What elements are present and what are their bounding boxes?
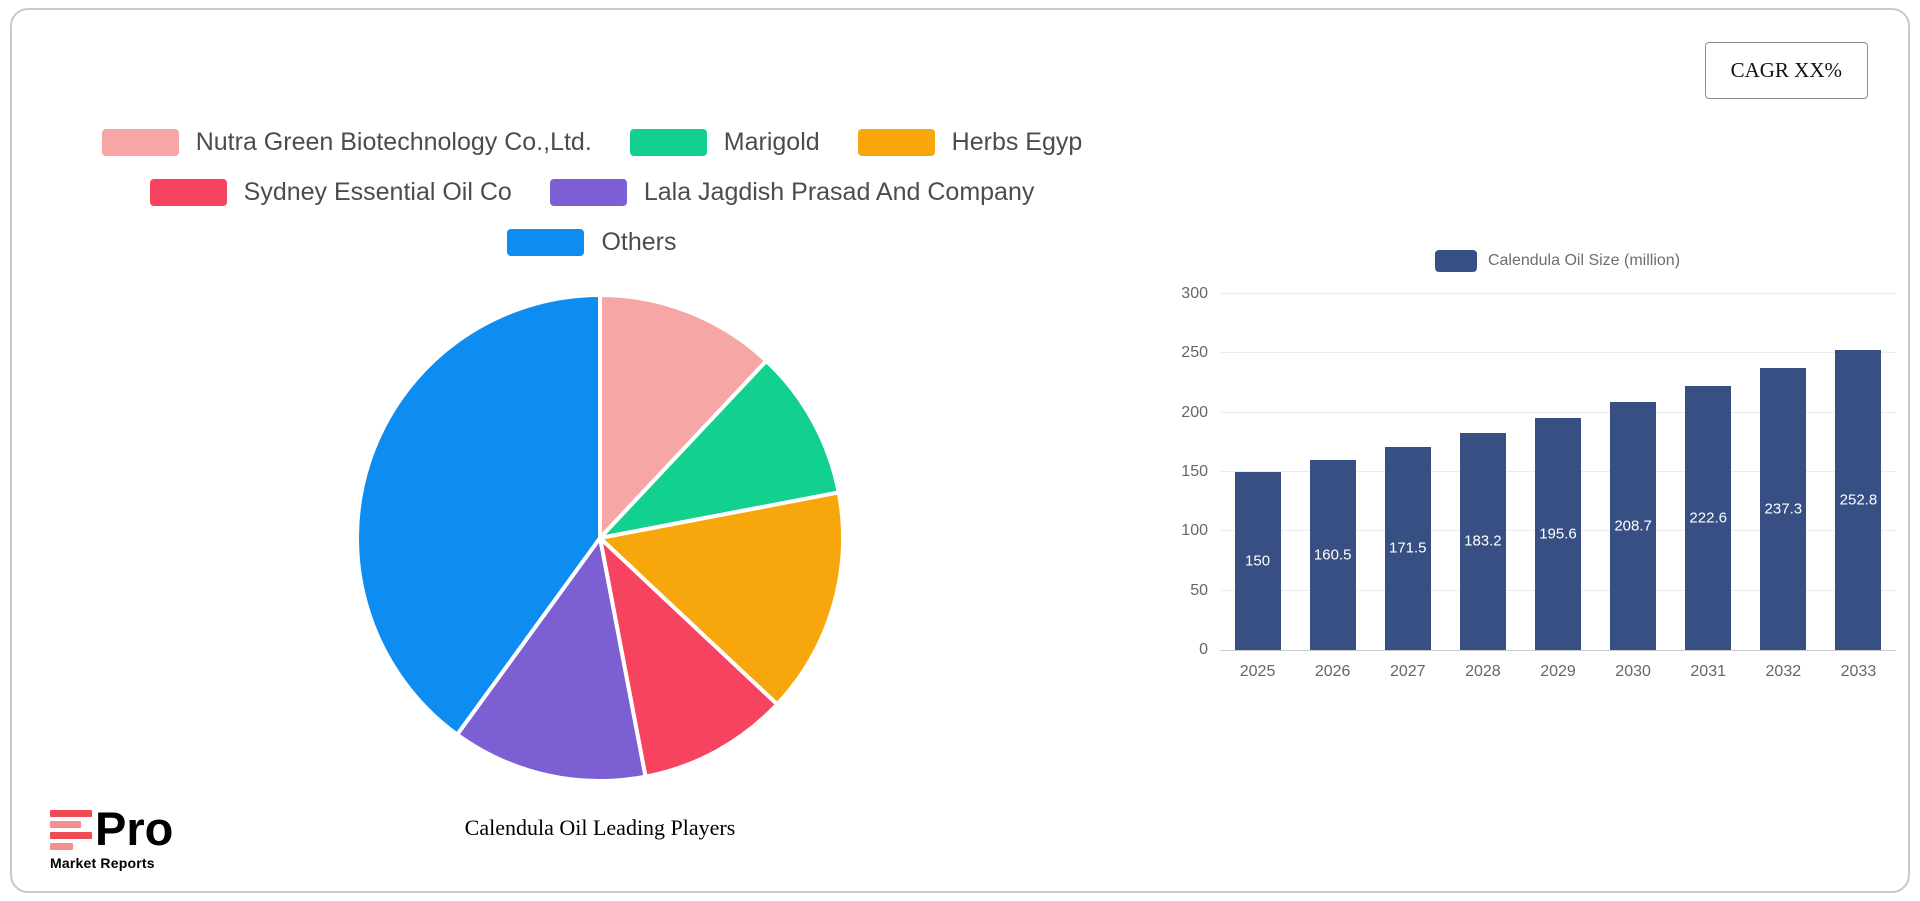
legend-row: Nutra Green Biotechnology Co.,Ltd. Marigo…: [52, 128, 1132, 157]
x-tick-label: 2031: [1690, 663, 1726, 680]
bar-legend-swatch: [1434, 250, 1477, 272]
y-tick-label: 300: [1181, 285, 1208, 302]
x-tick-label: 2030: [1615, 663, 1651, 680]
bar-slot: 237.3: [1746, 294, 1821, 650]
bar-2026[interactable]: 160.5: [1309, 459, 1356, 650]
pie-slice-5[interactable]: [355, 293, 602, 737]
legend-item-0[interactable]: Nutra Green Biotechnology Co.,Ltd.: [101, 128, 592, 157]
bar-value-label: 150: [1245, 552, 1271, 570]
legend-label: Sydney Essential Oil Co: [243, 178, 512, 206]
bar-value-label: 252.8: [1839, 491, 1878, 509]
legend-row: Others: [52, 228, 1132, 257]
legend-item-2[interactable]: Herbs Egyp: [857, 128, 1083, 157]
x-tick-label: 2029: [1540, 663, 1576, 680]
logo-bars-icon: [50, 809, 92, 850]
legend-swatch: [149, 179, 227, 206]
bar-slot: 222.6: [1671, 294, 1746, 650]
pie-chart: Calendula Oil Leading Players: [350, 288, 850, 841]
gridline: [1220, 411, 1896, 413]
cagr-badge: CAGR XX%: [1704, 42, 1868, 99]
pie-slice-1[interactable]: [598, 358, 841, 540]
logo-subtitle: Market Reports: [50, 855, 155, 871]
y-tick-label: 0: [1199, 641, 1208, 658]
legend-item-5[interactable]: Others: [507, 228, 677, 257]
y-tick-label: 50: [1190, 581, 1208, 599]
bar-2028[interactable]: 183.2: [1459, 432, 1506, 650]
bar-value-label: 237.3: [1764, 500, 1803, 518]
gridline: [1220, 352, 1896, 354]
logo-title: Pro: [95, 802, 174, 856]
bar-value-label: 160.5: [1313, 546, 1352, 564]
legend-label: Others: [601, 228, 677, 256]
pro-market-reports-logo: Pro Market Reports: [50, 802, 174, 871]
y-tick-label: 200: [1181, 403, 1208, 421]
logo-row: Pro: [50, 802, 174, 856]
bar-2025[interactable]: 150: [1234, 472, 1281, 650]
legend-label: Nutra Green Biotechnology Co.,Ltd.: [195, 128, 592, 156]
pie-slice-0[interactable]: [598, 293, 769, 540]
legend-swatch: [857, 129, 935, 156]
bar-chart: Calendula Oil Size (million) 0 50 100 150 20…: [1170, 250, 1920, 681]
bar-slot: 171.5: [1370, 294, 1445, 650]
bar-slot: 252.8: [1821, 294, 1896, 650]
bar-2033[interactable]: 252.8: [1835, 350, 1882, 650]
bar-legend-label: Calendula Oil Size (million): [1487, 252, 1681, 269]
bar-2031[interactable]: 222.6: [1685, 385, 1732, 650]
report-canvas: CAGR XX% Nutra Green Biotechnology Co.,L…: [10, 8, 1910, 893]
bar-value-label: 171.5: [1388, 539, 1427, 557]
bar-2027[interactable]: 171.5: [1384, 446, 1431, 650]
bars-row: 150 160.5 171.5 183.2 195.6 208.7 222.6 237.3 25…: [1220, 294, 1896, 650]
x-tick-label: 2033: [1840, 663, 1877, 680]
pie-chart-title: Calendula Oil Leading Players: [464, 815, 736, 840]
bar-value-label: 208.7: [1614, 517, 1652, 535]
bar-value-label: 222.6: [1689, 509, 1727, 527]
x-tick-label: 2032: [1765, 663, 1802, 680]
bar-slot: 160.5: [1295, 294, 1370, 650]
x-tick-label: 2026: [1314, 663, 1351, 680]
pie-svg: [355, 293, 845, 783]
bar-2032[interactable]: 237.3: [1760, 368, 1807, 650]
legend-label: Lala Jagdish Prasad And Company: [643, 178, 1035, 206]
legend-label: Herbs Egyp: [951, 128, 1083, 156]
x-tick-label: 2028: [1465, 663, 1501, 680]
bar-x-axis: 2025 2026 2027 2028 2029 2030 2031 2032 2033: [1220, 663, 1896, 681]
bar-plot-area: 0 50 100 150 200 250 300 150 160.5 171.5 183.2 195.…: [1181, 285, 1896, 658]
bar-2030[interactable]: 208.7: [1610, 402, 1657, 650]
bar-2029[interactable]: 195.6: [1534, 417, 1581, 650]
legend-row: Sydney Essential Oil Co Lala Jagdish Pras…: [52, 178, 1132, 207]
legend-label: Marigold: [723, 128, 820, 156]
legend-swatch: [629, 129, 707, 156]
legend-item-1[interactable]: Marigold: [629, 128, 820, 157]
bar-slot: 208.7: [1596, 294, 1671, 650]
legend-swatch: [507, 229, 585, 256]
legend-swatch: [101, 129, 179, 156]
y-tick-label: 250: [1181, 344, 1208, 362]
legend-item-4[interactable]: Lala Jagdish Prasad And Company: [549, 178, 1035, 207]
x-tick-label: 2025: [1239, 663, 1276, 680]
legend-swatch: [549, 179, 627, 206]
y-tick-label: 100: [1181, 522, 1208, 540]
pie-slice-2[interactable]: [598, 490, 845, 707]
pie-slice-4[interactable]: [455, 536, 648, 783]
gridline: [1220, 293, 1896, 294]
y-tick-label: 150: [1181, 463, 1208, 480]
bar-value-label: 183.2: [1464, 532, 1502, 550]
bar-value-label: 195.6: [1539, 525, 1577, 543]
legend-item-3[interactable]: Sydney Essential Oil Co: [149, 178, 512, 207]
bar-slot: 150: [1220, 294, 1295, 650]
bar-slot: 183.2: [1445, 294, 1520, 650]
pie-slice-3[interactable]: [598, 536, 780, 779]
bar-chart-legend[interactable]: Calendula Oil Size (million): [1170, 250, 1920, 272]
pie-legend: Nutra Green Biotechnology Co.,Ltd. Marigo…: [52, 128, 1132, 278]
bar-slot: 195.6: [1520, 294, 1595, 650]
x-tick-label: 2027: [1389, 663, 1426, 680]
